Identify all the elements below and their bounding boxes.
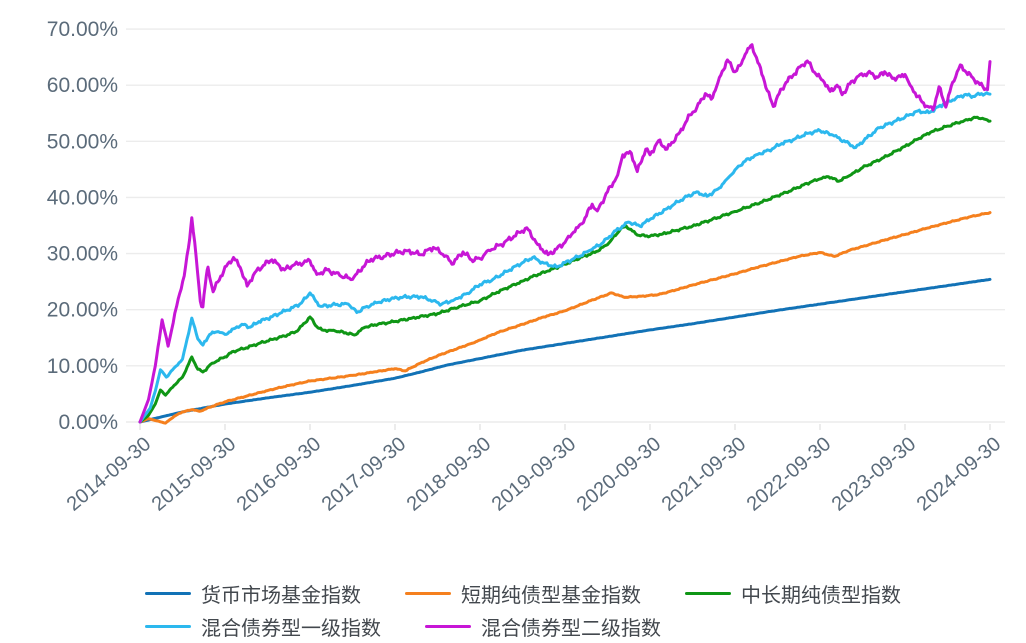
line-chart: 0.00% 10.00% 20.00% 30.00% 40.00% 50.00% 60.00…: [47, 18, 1006, 516]
legend-swatch-line: [145, 625, 191, 628]
y-axis-tick-label: 30.00%: [47, 243, 118, 266]
x-axis-tick-label: 2018-09-30: [403, 433, 496, 516]
legend-swatch-line: [425, 625, 471, 628]
legend-swatch-line: [145, 592, 191, 595]
legend-item[interactable]: 混合债券型一级指数: [145, 612, 381, 641]
legend-label: 混合债券型二级指数: [481, 618, 661, 640]
y-axis-tick-label: 10.00%: [47, 355, 118, 378]
x-axis-tick-label: 2017-09-30: [318, 433, 411, 516]
legend-item[interactable]: 短期纯债型基金指数: [405, 579, 641, 608]
legend-label: 货币市场基金指数: [201, 585, 361, 607]
x-axis-tick-label: 2019-09-30: [488, 433, 581, 516]
series-line: [138, 211, 992, 425]
legend-label: 中长期纯债型指数: [741, 585, 901, 607]
legend-item[interactable]: 混合债券型二级指数: [425, 612, 661, 641]
x-axis-tick-label: 2016-09-30: [233, 433, 326, 516]
legend: 货币市场基金指数 短期纯债型基金指数 中长期纯债型指数混合债券型一级指数 混合债券型二…: [145, 577, 945, 643]
x-axis-tick-label: 2020-09-30: [573, 433, 666, 516]
series-line: [138, 43, 992, 424]
y-axis-tick-label: 50.00%: [47, 130, 118, 153]
y-axis-tick-label: 40.00%: [47, 186, 118, 209]
y-axis-tick-label: 60.00%: [47, 74, 118, 97]
x-axis-tick-label: 2014-09-30: [63, 433, 156, 516]
y-axis-tick-label: 20.00%: [47, 299, 118, 322]
y-axis-tick-label: 70.00%: [47, 18, 118, 41]
series-line: [138, 115, 992, 424]
legend-row: 混合债券型一级指数 混合债券型二级指数: [145, 610, 945, 643]
legend-item[interactable]: 货币市场基金指数: [145, 579, 361, 608]
x-axis-tick-label: 2022-09-30: [743, 433, 836, 516]
legend-swatch-line: [685, 592, 731, 595]
legend-item[interactable]: 中长期纯债型指数: [685, 579, 901, 608]
series-line: [138, 91, 992, 424]
series-line: [138, 277, 992, 424]
legend-row: 货币市场基金指数 短期纯债型基金指数 中长期纯债型指数: [145, 577, 945, 610]
x-axis-tick-label: 2024-09-30: [913, 433, 1006, 516]
y-axis-tick-label: 0.00%: [58, 411, 118, 434]
x-axis-tick-label: 2023-09-30: [828, 433, 921, 516]
legend-label: 短期纯债型基金指数: [461, 585, 641, 607]
legend-label: 混合债券型一级指数: [201, 618, 381, 640]
legend-swatch-line: [405, 592, 451, 595]
x-axis-tick-label: 2015-09-30: [148, 433, 241, 516]
x-axis-tick-label: 2021-09-30: [658, 433, 751, 516]
